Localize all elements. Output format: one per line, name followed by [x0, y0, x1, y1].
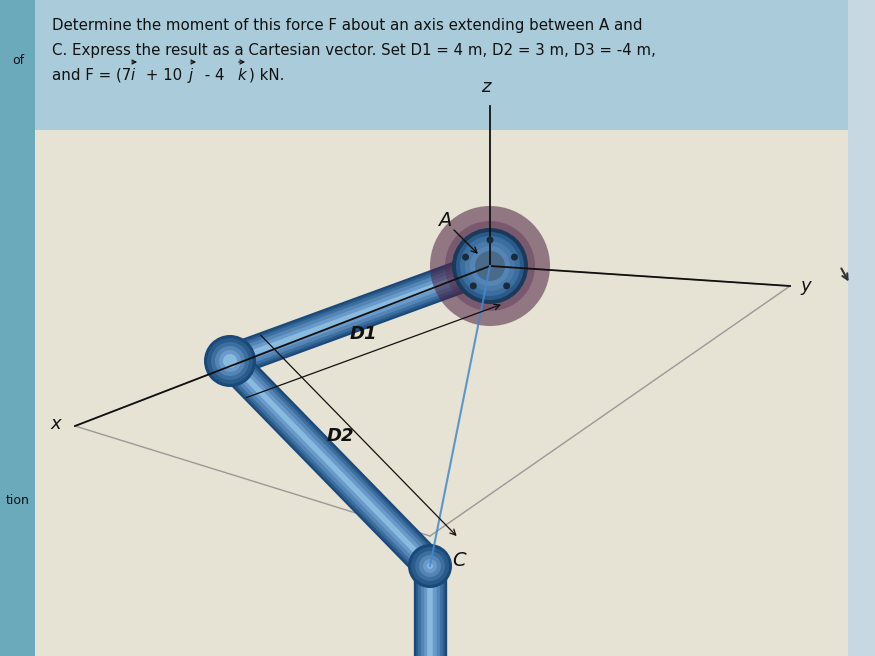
- Text: of: of: [12, 54, 24, 68]
- Bar: [35, 0, 848, 130]
- Bar: [0, 0, 35, 656]
- Text: C. Express the result as a Cartesian vector. Set D1 = 4 m, D2 = 3 m, D3 = -4 m,: C. Express the result as a Cartesian vec…: [52, 43, 656, 58]
- Circle shape: [452, 228, 528, 304]
- Text: ) kN.: ) kN.: [249, 68, 284, 83]
- Text: C: C: [452, 552, 466, 571]
- Circle shape: [475, 251, 505, 281]
- Text: z: z: [481, 78, 491, 96]
- Text: and F = (7: and F = (7: [52, 68, 136, 83]
- Text: tion: tion: [6, 495, 30, 508]
- Circle shape: [460, 236, 520, 296]
- Circle shape: [465, 241, 515, 291]
- Circle shape: [207, 338, 253, 384]
- Text: i: i: [130, 68, 134, 83]
- Circle shape: [219, 350, 241, 372]
- Text: x: x: [51, 415, 61, 433]
- Circle shape: [487, 237, 493, 243]
- Text: j: j: [189, 68, 193, 83]
- Circle shape: [456, 232, 524, 300]
- Circle shape: [411, 547, 449, 585]
- Bar: [848, 0, 875, 656]
- Text: y: y: [800, 277, 810, 295]
- Text: - 4: - 4: [200, 68, 229, 83]
- Circle shape: [415, 551, 445, 581]
- Circle shape: [427, 563, 433, 569]
- Text: A: A: [438, 211, 452, 230]
- Text: D1: D1: [350, 325, 377, 343]
- Circle shape: [470, 246, 510, 286]
- Text: + 10: + 10: [141, 68, 187, 83]
- Circle shape: [408, 544, 452, 588]
- Text: Determine the moment of this force F about an axis extending between A and: Determine the moment of this force F abo…: [52, 18, 642, 33]
- Circle shape: [462, 254, 469, 260]
- Circle shape: [511, 254, 518, 260]
- Circle shape: [470, 283, 477, 289]
- Circle shape: [215, 346, 245, 376]
- Circle shape: [223, 354, 237, 368]
- Bar: [35, 130, 848, 656]
- Circle shape: [204, 335, 256, 387]
- Circle shape: [211, 342, 249, 380]
- Circle shape: [503, 283, 510, 289]
- Text: k: k: [237, 68, 246, 83]
- Circle shape: [419, 555, 441, 577]
- Circle shape: [423, 559, 437, 573]
- Circle shape: [430, 206, 550, 326]
- Circle shape: [445, 221, 535, 311]
- Text: D2: D2: [327, 426, 354, 445]
